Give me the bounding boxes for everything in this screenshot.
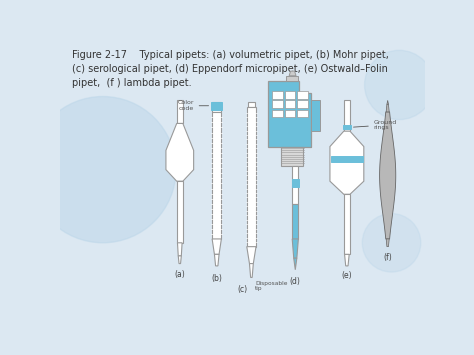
Circle shape <box>365 50 434 120</box>
Text: Figure 2-17    Typical pipets: (a) volumetric pipet, (b) Mohr pipet,
(c) serolog: Figure 2-17 Typical pipets: (a) volumetr… <box>72 50 389 87</box>
Polygon shape <box>177 181 183 243</box>
Polygon shape <box>294 258 297 270</box>
Polygon shape <box>345 254 349 266</box>
Polygon shape <box>386 104 389 112</box>
Polygon shape <box>177 100 183 124</box>
Bar <box>284 100 295 108</box>
Bar <box>284 91 295 99</box>
Text: (d): (d) <box>290 278 301 286</box>
Text: (b): (b) <box>211 274 222 283</box>
Circle shape <box>362 214 421 272</box>
Polygon shape <box>292 239 298 258</box>
Bar <box>272 110 283 117</box>
Polygon shape <box>292 166 298 204</box>
Text: (c): (c) <box>237 285 247 294</box>
Bar <box>297 110 308 117</box>
Polygon shape <box>177 243 182 256</box>
Polygon shape <box>268 81 310 147</box>
Bar <box>284 110 295 117</box>
Text: Disposable
tip: Disposable tip <box>255 280 288 291</box>
Polygon shape <box>344 194 350 254</box>
Polygon shape <box>212 112 221 239</box>
Text: Ground
rings: Ground rings <box>354 120 397 130</box>
Polygon shape <box>292 204 298 239</box>
Bar <box>272 100 283 108</box>
Polygon shape <box>286 76 298 81</box>
Bar <box>297 100 308 108</box>
Polygon shape <box>214 254 219 266</box>
Polygon shape <box>247 102 255 106</box>
Text: Color
code: Color code <box>177 100 209 111</box>
Text: (e): (e) <box>342 271 352 280</box>
Bar <box>247 111 255 244</box>
Polygon shape <box>212 102 221 112</box>
Bar <box>213 117 220 237</box>
Bar <box>272 91 283 99</box>
Polygon shape <box>387 100 389 104</box>
Polygon shape <box>247 247 256 264</box>
Polygon shape <box>386 239 389 247</box>
Text: (f): (f) <box>383 253 392 262</box>
Circle shape <box>30 97 176 243</box>
Text: (a): (a) <box>174 270 185 279</box>
Polygon shape <box>344 100 350 131</box>
Bar <box>343 125 351 129</box>
Bar <box>211 102 222 110</box>
Polygon shape <box>247 106 256 247</box>
Bar <box>292 179 299 187</box>
Polygon shape <box>289 71 296 76</box>
Polygon shape <box>282 147 303 166</box>
Polygon shape <box>249 264 253 278</box>
Polygon shape <box>178 256 182 264</box>
Polygon shape <box>166 124 194 181</box>
Polygon shape <box>310 100 320 147</box>
Polygon shape <box>380 112 396 239</box>
Bar <box>331 156 363 162</box>
Polygon shape <box>330 131 364 194</box>
Polygon shape <box>212 239 221 254</box>
Bar <box>297 91 308 99</box>
